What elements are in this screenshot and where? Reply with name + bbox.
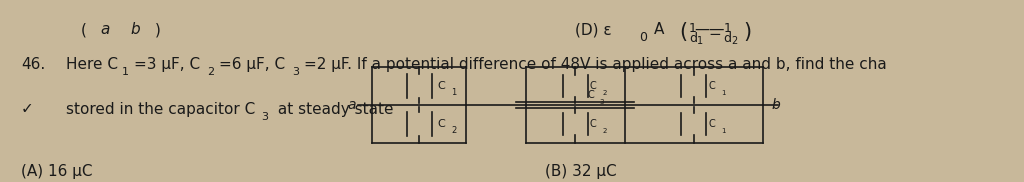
Text: 0: 0: [639, 31, 647, 44]
Text: ✓: ✓: [22, 102, 34, 116]
Text: at steady state: at steady state: [273, 102, 394, 116]
Text: −: −: [709, 27, 722, 42]
Text: C: C: [590, 119, 597, 129]
Text: 1: 1: [689, 22, 696, 35]
Text: (B) 32 μC: (B) 32 μC: [546, 164, 617, 179]
Text: b: b: [130, 22, 139, 37]
Text: 2: 2: [603, 90, 607, 96]
Text: 2: 2: [731, 36, 737, 46]
Text: b: b: [771, 98, 779, 112]
Text: =6 μF, C: =6 μF, C: [219, 57, 285, 72]
Text: 1: 1: [722, 128, 726, 134]
Text: C: C: [709, 81, 716, 91]
Text: A: A: [654, 22, 665, 37]
Text: 1: 1: [451, 88, 457, 97]
Text: 2: 2: [207, 67, 214, 77]
Text: stored in the capacitor C: stored in the capacitor C: [66, 102, 255, 116]
Text: (: (: [679, 22, 687, 42]
Text: =2 μF. If a potential difference of 48V is applied across a and b, find the cha: =2 μF. If a potential difference of 48V …: [304, 57, 887, 72]
Text: C: C: [587, 90, 594, 100]
Text: ——: ——: [694, 22, 724, 37]
Text: 46.: 46.: [22, 57, 45, 72]
Text: ): ): [155, 22, 161, 37]
Text: C: C: [590, 81, 597, 91]
Text: 3: 3: [261, 112, 268, 122]
Text: 1: 1: [724, 22, 731, 35]
Text: 3: 3: [600, 98, 604, 104]
Text: 3: 3: [292, 67, 299, 77]
Text: d: d: [724, 32, 731, 46]
Text: a: a: [347, 98, 356, 112]
Text: 1: 1: [722, 90, 726, 96]
Text: 1: 1: [696, 36, 702, 46]
Text: a: a: [100, 22, 110, 37]
Text: 2: 2: [603, 128, 607, 134]
Text: Here C: Here C: [66, 57, 118, 72]
Text: C: C: [709, 119, 716, 129]
Text: d: d: [689, 32, 697, 46]
Text: =3 μF, C: =3 μF, C: [134, 57, 200, 72]
Text: C: C: [437, 119, 444, 129]
Text: C: C: [437, 81, 444, 91]
Text: 2: 2: [451, 126, 457, 135]
Text: (A) 16 μC: (A) 16 μC: [22, 164, 93, 179]
Text: 1: 1: [122, 67, 129, 77]
Text: ): ): [743, 22, 752, 42]
Text: (: (: [81, 22, 86, 37]
Text: (D) ε: (D) ε: [575, 22, 611, 37]
